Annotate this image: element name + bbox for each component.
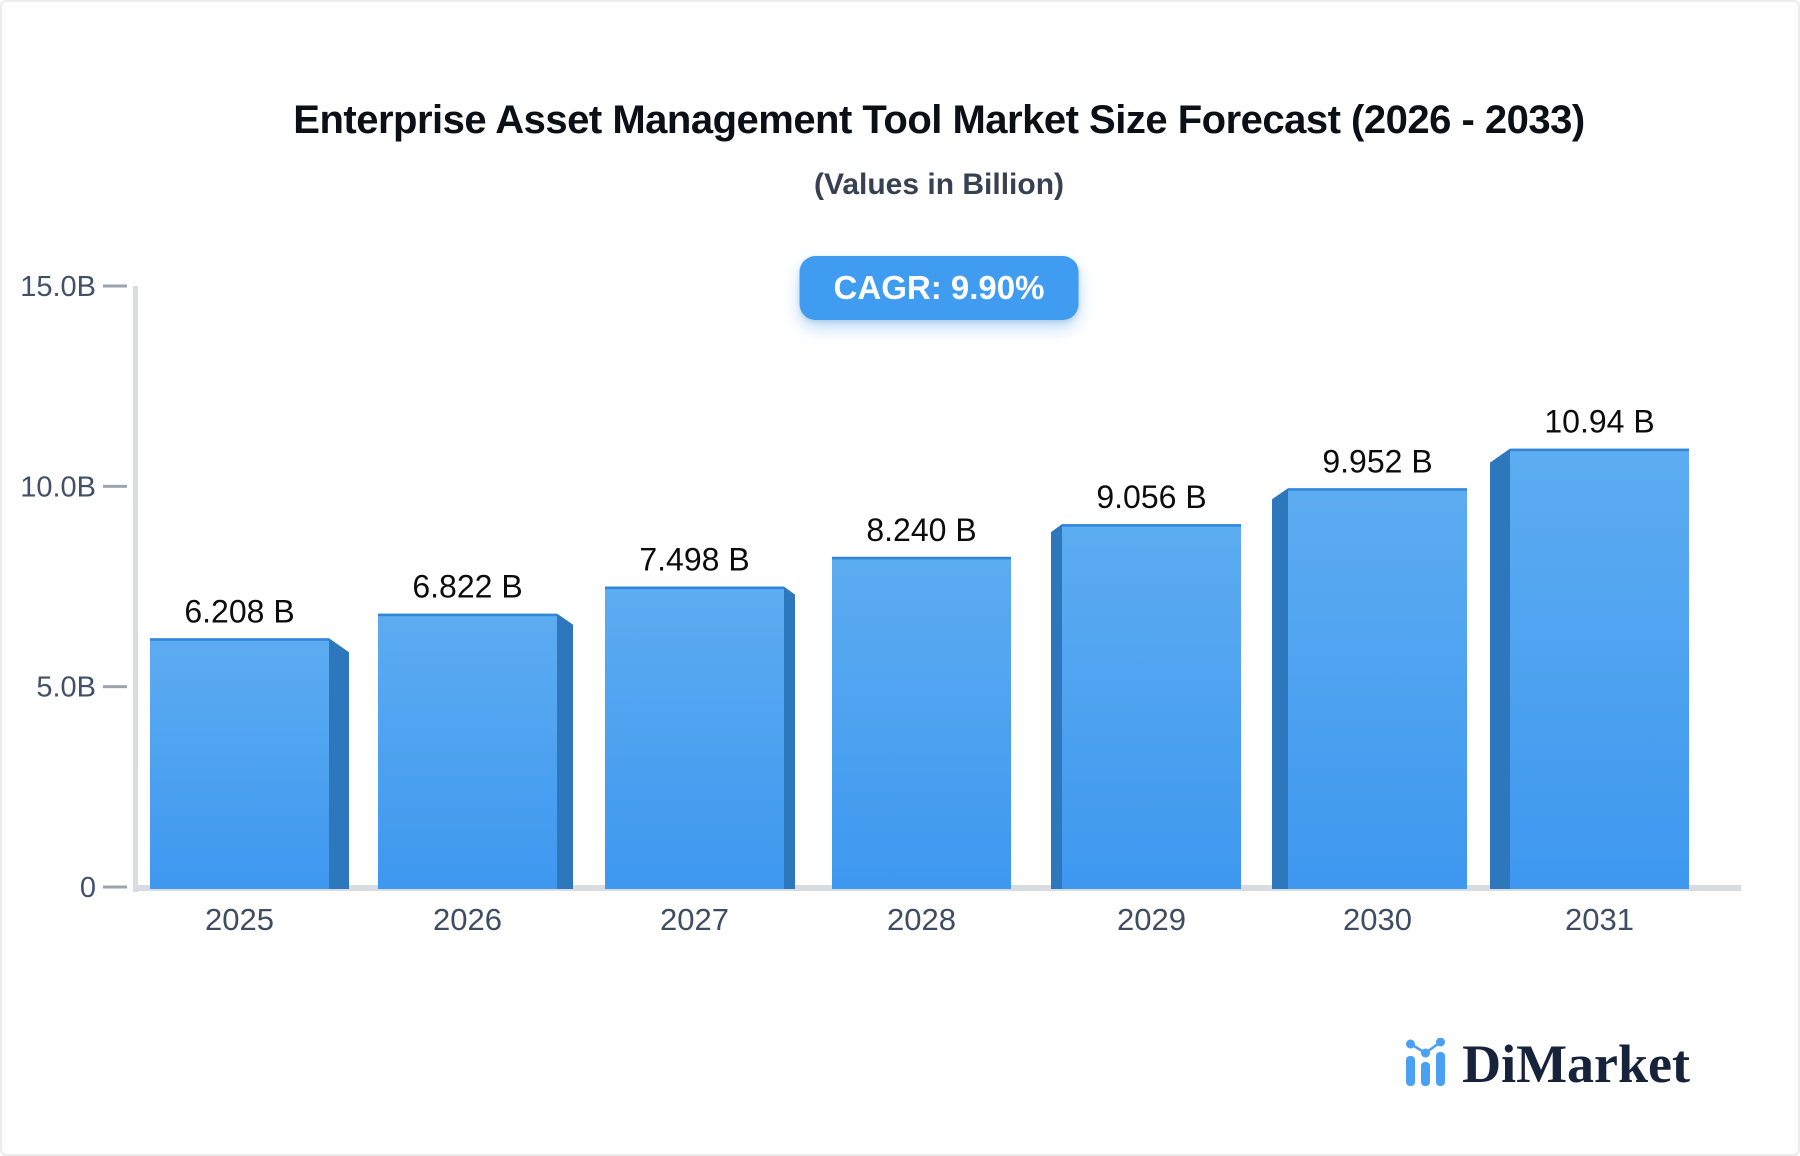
bar-value-label: 9.056 B [1096,479,1206,515]
bar-side-face [329,638,349,889]
logo-text: DiMarket [1462,1034,1690,1094]
bar-2031[interactable] [1510,448,1689,889]
bar-side-face [557,613,573,889]
bar-2026[interactable] [378,613,557,889]
bar-top-edge [1288,488,1467,491]
x-tick-label: 2030 [1343,902,1412,937]
y-tick-label: 0 [80,872,96,904]
y-tick-mark [103,284,127,288]
bar-2030[interactable] [1288,488,1467,889]
bar-top-edge [832,556,1011,560]
bar-2029[interactable] [1062,524,1241,889]
x-tick-label: 2029 [1117,902,1186,937]
bar-2028[interactable] [832,556,1011,889]
y-tick-label: 10.0B [20,471,96,503]
page-title: Enterprise Asset Management Tool Market … [293,98,1585,142]
bar-top-edge [150,638,329,641]
bar-side-face [1272,488,1288,889]
y-tick-mark [103,484,127,488]
bar-value-label: 7.498 B [639,542,749,578]
bar-top-edge [605,586,784,590]
bar-top-edge [378,613,557,617]
bar-2027[interactable] [605,586,784,889]
bar-value-label: 10.94 B [1544,404,1654,440]
bar-2025[interactable] [150,638,329,889]
y-tick-mark [103,685,127,689]
y-tick-label: 15.0B [20,271,96,303]
y-tick-mark [103,885,127,889]
y-tick-label: 5.0B [36,672,96,704]
x-tick-label: 2026 [433,902,502,937]
dimarket-logo: DiMarket [1404,1037,1690,1091]
bar-value-label: 8.240 B [866,512,976,548]
bar-side-face [784,586,795,889]
page-subtitle: (Values in Billion) [813,168,1065,201]
bar-value-label: 6.208 B [184,593,294,629]
bar-value-label: 9.952 B [1322,443,1432,479]
bar-value-label: 6.822 B [412,569,522,605]
x-tick-label: 2027 [660,902,729,937]
y-axis-line [133,286,138,892]
bar-side-face [1490,448,1510,889]
bar-side-face [1051,524,1062,889]
mini-bar-chart-icon [1406,1038,1446,1086]
cagr-badge: CAGR: 9.90% [799,256,1079,320]
x-tick-label: 2025 [205,902,274,937]
bar-top-edge [1062,524,1241,527]
x-tick-label: 2031 [1565,902,1634,937]
x-tick-label: 2028 [887,902,956,937]
bar-top-edge [1510,448,1689,452]
